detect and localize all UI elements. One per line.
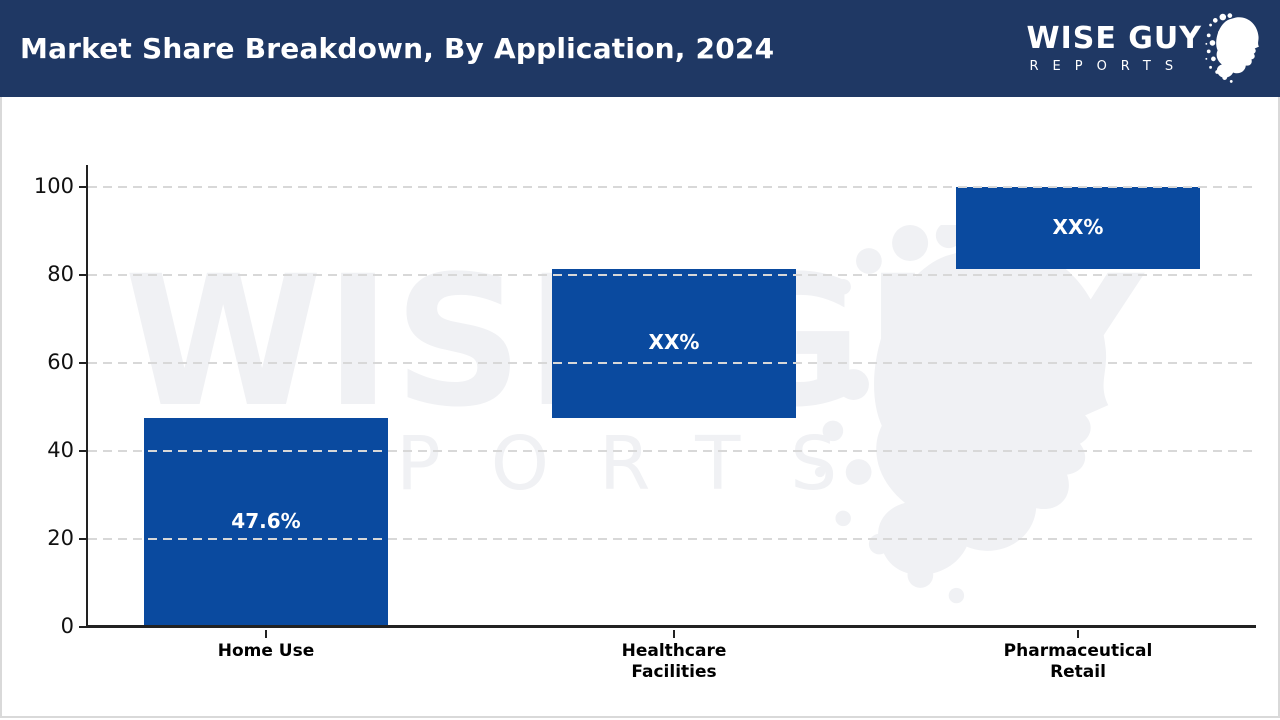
y-tick-label-60: 60 bbox=[47, 350, 74, 374]
bar-value-label: XX% bbox=[648, 330, 700, 355]
bar-value-label: 47.6% bbox=[231, 509, 301, 534]
gridline-40 bbox=[88, 450, 1256, 452]
x-category-label-line: Healthcare bbox=[621, 641, 727, 661]
y-tick-100 bbox=[79, 186, 87, 188]
y-tick-40 bbox=[79, 450, 87, 452]
chart-card: WISE GUY REPORTS 02040608010047.6%XX%XX%… bbox=[0, 97, 1280, 718]
y-tick-label-0: 0 bbox=[60, 614, 74, 638]
bar-segment bbox=[144, 417, 388, 627]
x-category-label-line: Home Use bbox=[217, 641, 315, 661]
watermark-face-icon bbox=[814, 225, 1109, 604]
y-tick-60 bbox=[79, 362, 87, 364]
y-tick-label-20: 20 bbox=[47, 526, 74, 550]
x-category-label: Pharmaceutical Retail bbox=[928, 641, 1228, 683]
gridline-100 bbox=[88, 186, 1256, 188]
bar-segment bbox=[552, 268, 796, 418]
x-category-label: Home Use bbox=[116, 641, 416, 662]
gridline-80 bbox=[88, 274, 1256, 276]
gridline-20 bbox=[88, 538, 1256, 540]
x-tick bbox=[1077, 630, 1079, 638]
logo-name: WISE GUY bbox=[1026, 20, 1202, 56]
gridline-60 bbox=[88, 362, 1256, 364]
x-tick bbox=[673, 630, 675, 638]
y-tick-label-80: 80 bbox=[47, 262, 74, 286]
logo-text: WISE GUY REPORTS bbox=[1026, 20, 1202, 74]
wiseguy-face-icon bbox=[1205, 12, 1259, 83]
y-tick-20 bbox=[79, 538, 87, 540]
x-category-label: Healthcare Facilities bbox=[524, 641, 824, 683]
logo-tagline: REPORTS bbox=[1029, 58, 1188, 74]
y-tick-label-100: 100 bbox=[33, 174, 74, 198]
x-axis-line bbox=[86, 625, 1256, 628]
wiseguy-logo: WISE GUY REPORTS bbox=[1026, 11, 1266, 87]
x-category-label-line: Facilities bbox=[631, 662, 717, 682]
bar-value-label: XX% bbox=[1052, 214, 1104, 239]
bar-segment bbox=[956, 187, 1200, 269]
y-axis-line bbox=[86, 165, 88, 628]
header: Market Share Breakdown, By Application, … bbox=[0, 0, 1280, 97]
x-tick bbox=[265, 630, 267, 638]
y-tick-0 bbox=[79, 626, 87, 628]
y-tick-label-40: 40 bbox=[47, 438, 74, 462]
y-tick-80 bbox=[79, 274, 87, 276]
x-category-label-line: Retail bbox=[1050, 662, 1106, 682]
x-category-label-line: Pharmaceutical bbox=[1003, 641, 1153, 661]
page-title: Market Share Breakdown, By Application, … bbox=[20, 32, 775, 65]
